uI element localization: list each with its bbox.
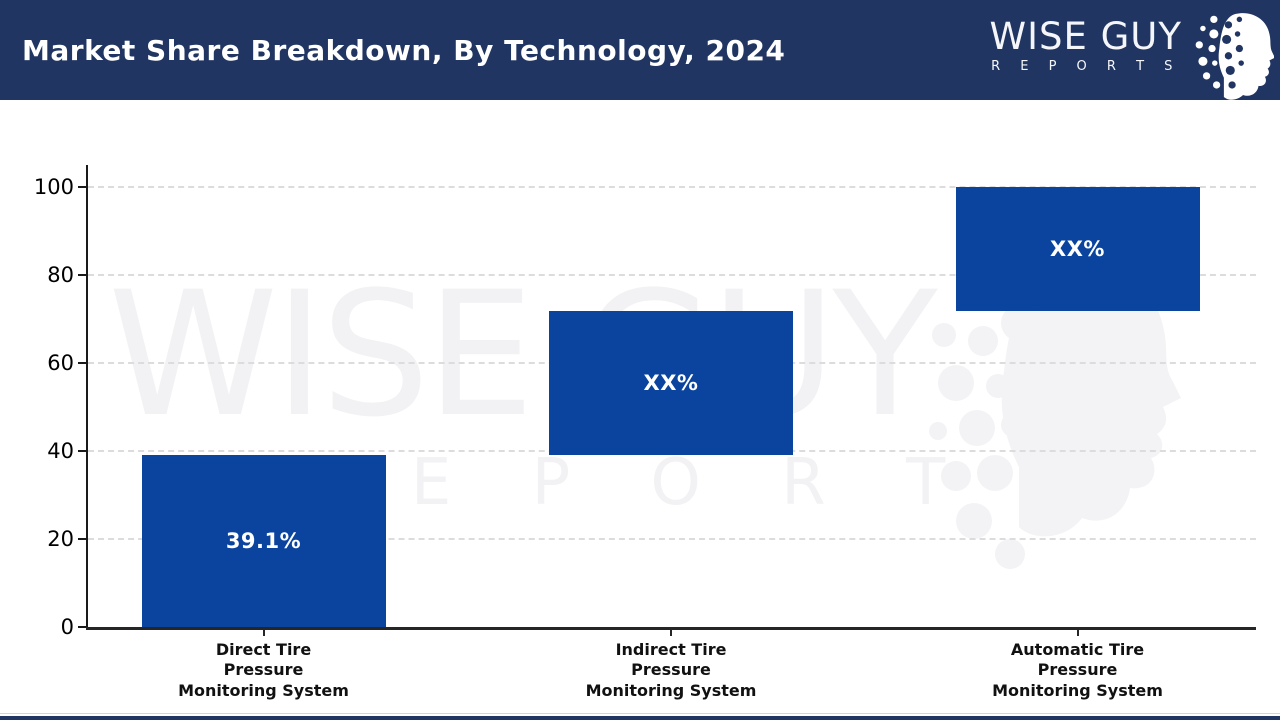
x-axis-line bbox=[86, 627, 1256, 630]
page-title: Market Share Breakdown, By Technology, 2… bbox=[22, 34, 786, 67]
gridline-80 bbox=[88, 273, 1256, 276]
logo-wiseguy-text: WISE GUY bbox=[989, 15, 1182, 58]
logo-text: WISE GUY R E P O R T S bbox=[990, 18, 1182, 74]
gridline-100 bbox=[88, 185, 1256, 188]
y-tick-100 bbox=[78, 185, 86, 188]
gridline-20 bbox=[88, 537, 1256, 540]
y-tick-0 bbox=[78, 626, 86, 628]
y-tick-20 bbox=[78, 537, 86, 540]
header-bar: Market Share Breakdown, By Technology, 2… bbox=[0, 0, 1280, 100]
x-tick-3 bbox=[1076, 630, 1079, 636]
x-tick-2 bbox=[670, 630, 672, 636]
bar-value-label: XX% bbox=[1050, 236, 1105, 261]
bar-segment-1: 39.1% bbox=[141, 454, 386, 627]
y-tick-label-20: 20 bbox=[47, 526, 74, 551]
y-tick-label-100: 100 bbox=[33, 174, 74, 199]
footer-divider bbox=[0, 713, 1280, 714]
bar-value-label: 39.1% bbox=[225, 528, 302, 553]
y-axis-line bbox=[86, 165, 88, 629]
x-tick-1 bbox=[262, 630, 265, 636]
logo-reports-text: R E P O R T S bbox=[991, 59, 1181, 74]
bar-segment-2: XX% bbox=[549, 311, 793, 455]
logo-face-icon bbox=[1195, 13, 1274, 100]
footer-bar bbox=[0, 716, 1280, 720]
y-tick-label-0: 0 bbox=[60, 615, 74, 639]
category-label-3: Automatic Tire Pressure Monitoring Syste… bbox=[992, 640, 1163, 700]
y-tick-label-80: 80 bbox=[47, 262, 74, 287]
y-tick-label-40: 40 bbox=[47, 438, 74, 463]
bar-value-label: XX% bbox=[643, 370, 699, 395]
bar-segment-3: XX% bbox=[955, 186, 1200, 312]
wise-guy-reports-logo: WISE GUY R E P O R T S bbox=[984, 6, 1274, 100]
y-tick-label-60: 60 bbox=[47, 350, 74, 375]
y-tick-40 bbox=[78, 449, 86, 452]
category-label-1: Direct Tire Pressure Monitoring System bbox=[178, 640, 349, 700]
y-tick-60 bbox=[78, 361, 86, 364]
category-label-2: Indirect Tire Pressure Monitoring System bbox=[585, 640, 757, 700]
y-tick-80 bbox=[78, 273, 86, 276]
